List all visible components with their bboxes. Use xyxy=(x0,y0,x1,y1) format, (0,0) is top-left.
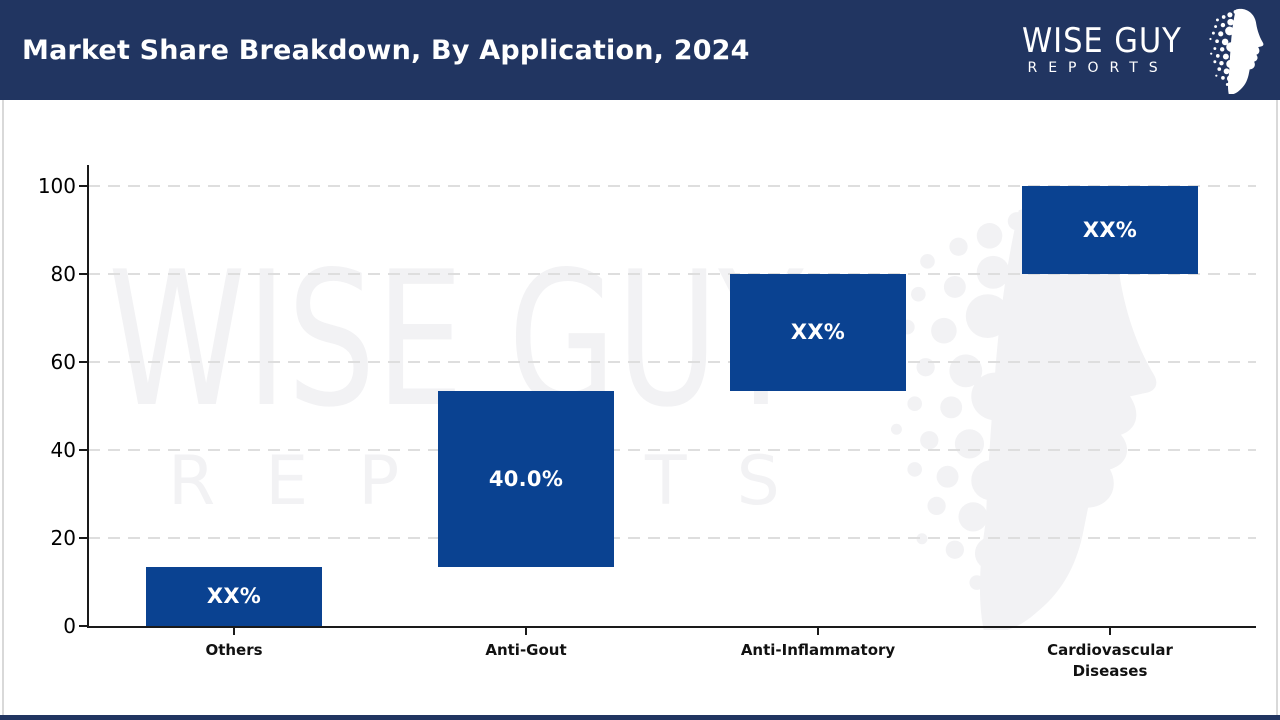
y-tick-label-40: 40 xyxy=(50,438,76,462)
footer-strip xyxy=(0,715,1280,720)
bar-value-label: XX% xyxy=(790,320,846,345)
brand-subname: REPORTS xyxy=(1027,60,1169,77)
right-border xyxy=(1276,100,1278,720)
y-tick-mark-0 xyxy=(79,625,88,627)
bar-others: XX% xyxy=(146,566,322,626)
y-tick-mark-100 xyxy=(79,185,88,187)
x-tick-label-0: Others xyxy=(205,641,263,659)
x-axis-spine xyxy=(87,626,1256,628)
x-tick-mark-0 xyxy=(233,628,235,635)
header-bar: Market Share Breakdown, By Application, … xyxy=(0,0,1280,100)
y-tick-mark-20 xyxy=(79,537,88,539)
x-tick-mark-3 xyxy=(1109,628,1111,635)
y-tick-label-60: 60 xyxy=(50,350,76,374)
brand-name: WISE GUY xyxy=(1022,20,1183,61)
y-tick-mark-60 xyxy=(79,361,88,363)
gridline-100 xyxy=(88,185,1256,187)
y-tick-label-20: 20 xyxy=(50,526,76,550)
x-tick-label-1: Anti-Gout xyxy=(485,641,567,659)
left-border xyxy=(2,100,4,720)
bar-value-label: 40.0% xyxy=(488,466,564,491)
bar-value-label: XX% xyxy=(206,584,262,609)
x-tick-mark-2 xyxy=(817,628,819,635)
brand-logo: WISE GUY REPORTS xyxy=(1022,6,1268,94)
brand-head-icon xyxy=(1194,6,1268,94)
bar-cardiovascular-diseases: XX% xyxy=(1022,186,1198,274)
y-tick-label-0: 0 xyxy=(63,614,76,638)
gridline-80 xyxy=(88,273,1256,275)
chart-title: Market Share Breakdown, By Application, … xyxy=(22,34,750,66)
bar-anti-inflammatory: XX% xyxy=(730,274,906,391)
x-tick-label-3: Cardiovascular Diseases xyxy=(1047,641,1173,680)
y-tick-mark-80 xyxy=(79,273,88,275)
y-tick-mark-40 xyxy=(79,449,88,451)
gridline-40 xyxy=(88,449,1256,451)
x-tick-mark-1 xyxy=(525,628,527,635)
bar-anti-gout: 40.0% xyxy=(438,390,614,567)
gridline-60 xyxy=(88,361,1256,363)
y-tick-label-100: 100 xyxy=(37,174,76,198)
bar-value-label: XX% xyxy=(1082,218,1138,242)
brand-logo-text: WISE GUY REPORTS xyxy=(1022,20,1200,77)
x-tick-label-2: Anti-Inflammatory xyxy=(740,641,896,659)
gridline-20 xyxy=(88,537,1256,539)
y-tick-label-80: 80 xyxy=(50,262,76,286)
y-axis-spine xyxy=(87,165,89,628)
